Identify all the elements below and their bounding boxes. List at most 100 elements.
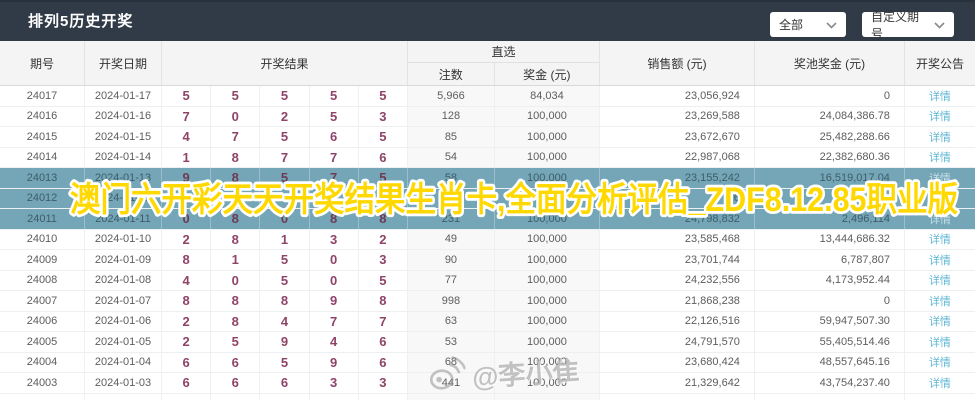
detail-link[interactable]: 详情 xyxy=(928,234,951,247)
topbar: 排列5历史开奖 全部 自定义期号 xyxy=(0,0,975,41)
sales-cell: 24,232,556 xyxy=(600,270,755,290)
pool-cell xyxy=(755,188,905,208)
detail-link[interactable]: 详情 xyxy=(928,152,951,165)
empty-cell xyxy=(407,393,495,400)
pool-cell: 6,787,807 xyxy=(755,250,905,270)
result-digit: 6 xyxy=(359,332,408,352)
result-digit: 5 xyxy=(260,86,310,106)
result-digit: 1 xyxy=(260,229,310,249)
filter-dropdown-all[interactable]: 全部 xyxy=(770,12,846,37)
table-row: 24011 2024-01-11 0 8 0 8 8 231 100,000 24,798,832… xyxy=(0,209,975,230)
result-digit: 8 xyxy=(162,250,212,270)
result-digit: 0 xyxy=(211,106,261,126)
result-digit: 2 xyxy=(359,229,408,249)
table-row: 24016 2024-01-16 7 0 2 5 3 128 100,000 23,269,588… xyxy=(0,106,975,127)
detail-link[interactable]: 详情 xyxy=(928,295,951,308)
sales-cell: 23,701,744 xyxy=(600,250,755,270)
result-digit: 6 xyxy=(162,373,212,393)
pool-cell: 22,382,680.36 xyxy=(755,147,905,167)
result-digit: 5 xyxy=(310,86,359,106)
prize-cell: 84,034 xyxy=(494,86,600,106)
period-cell: 24004 xyxy=(0,352,85,372)
detail-link[interactable]: 详情 xyxy=(928,316,951,329)
empty-cell xyxy=(211,393,261,400)
pool-cell: 2,496,114 xyxy=(755,209,905,229)
detail-link[interactable]: 详情 xyxy=(928,111,951,124)
result-digit: 3 xyxy=(359,106,408,126)
prize-cell: 100,000 xyxy=(494,270,600,290)
column-header-date: 开奖日期 xyxy=(85,41,162,85)
column-header-period: 期号 xyxy=(0,41,85,85)
result-digit: 5 xyxy=(359,168,408,188)
date-cell: 2024-01-13 xyxy=(85,168,162,188)
prize-cell: 100,000 xyxy=(494,127,600,147)
bets-cell: 85 xyxy=(407,127,495,147)
result-digit: 8 xyxy=(211,311,261,331)
result-digit: 7 xyxy=(162,106,212,126)
notice-cell: 详情 xyxy=(905,86,975,106)
notice-cell: 详情 xyxy=(905,209,975,229)
detail-link[interactable]: 详情 xyxy=(928,254,951,267)
detail-link[interactable]: 详情 xyxy=(928,275,951,288)
table-row: 24013 2024-01-13 9 8 5 7 5 58 100,000 23,155,242 1… xyxy=(0,168,975,189)
result-digit: 8 xyxy=(310,209,359,229)
date-cell: 2024-01-08 xyxy=(85,270,162,290)
period-cell: 24006 xyxy=(0,311,85,331)
period-cell: 24003 xyxy=(0,373,85,393)
period-cell: 24013 xyxy=(0,168,85,188)
detail-link[interactable]: 详情 xyxy=(928,377,951,390)
date-cell: 2024-01-12 xyxy=(85,188,162,208)
sales-cell: 22,987,068 xyxy=(600,147,755,167)
empty-cell xyxy=(162,393,212,400)
bets-cell: 49 xyxy=(407,229,495,249)
result-digit: 2 xyxy=(260,106,310,126)
column-header-prize: 奖金 (元) xyxy=(523,67,571,82)
result-digit: 6 xyxy=(211,352,261,372)
prize-cell: 100,000 xyxy=(494,250,600,270)
result-digit: 3 xyxy=(359,250,408,270)
table-row: 24015 2024-01-15 4 7 5 6 5 85 100,000 23,672,670 2… xyxy=(0,127,975,148)
sales-cell: 23,680,424 xyxy=(600,352,755,372)
prize-cell: 100,000 xyxy=(494,373,600,393)
result-digit: 7 xyxy=(310,311,359,331)
result-digit: 5 xyxy=(310,106,359,126)
detail-link[interactable]: 详情 xyxy=(928,213,951,226)
table-row: 24012 2024-01-12 26 详情 xyxy=(0,188,975,209)
result-digit: 3 xyxy=(310,373,359,393)
result-digit: 6 xyxy=(211,373,261,393)
result-digit xyxy=(310,188,359,208)
detail-link[interactable]: 详情 xyxy=(928,90,951,103)
notice-cell: 详情 xyxy=(905,373,975,393)
result-digit: 8 xyxy=(359,209,408,229)
period-cell: 24017 xyxy=(0,86,85,106)
detail-link[interactable]: 详情 xyxy=(928,336,951,349)
pool-cell: 13,444,686.32 xyxy=(755,229,905,249)
pool-cell: 24,084,386.78 xyxy=(755,106,905,126)
detail-link[interactable]: 详情 xyxy=(928,131,951,144)
result-digit: 5 xyxy=(359,127,408,147)
result-digit: 8 xyxy=(260,291,310,311)
result-digit xyxy=(211,188,261,208)
result-digit: 5 xyxy=(260,352,310,372)
table-row: 24007 2024-01-07 8 8 8 9 8 998 100,000 21,868,238… xyxy=(0,291,975,312)
date-cell: 2024-01-14 xyxy=(85,147,162,167)
date-cell: 2024-01-04 xyxy=(85,352,162,372)
period-cell: 24016 xyxy=(0,106,85,126)
bets-cell: 5,966 xyxy=(407,86,495,106)
result-digit: 4 xyxy=(162,127,212,147)
result-digit: 0 xyxy=(310,250,359,270)
date-cell: 2024-01-06 xyxy=(85,311,162,331)
detail-link[interactable]: 详情 xyxy=(928,357,951,370)
dropdown-label: 自定义期号 xyxy=(871,9,920,41)
table-header: 期号 开奖日期 开奖结果 直选 注数 奖金 (元) 销售额 (元) 奖池奖金 (… xyxy=(0,41,975,86)
date-cell: 2024-01-17 xyxy=(85,86,162,106)
result-digit: 8 xyxy=(359,291,408,311)
sales-cell: 26 xyxy=(600,188,755,208)
sales-cell: 23,672,670 xyxy=(600,127,755,147)
detail-link[interactable]: 详情 xyxy=(928,172,951,185)
date-cell: 2024-01-05 xyxy=(85,332,162,352)
period-cell: 24012 xyxy=(0,188,85,208)
detail-link[interactable]: 详情 xyxy=(928,193,951,206)
result-digit: 9 xyxy=(310,291,359,311)
filter-dropdown-custom-period[interactable]: 自定义期号 xyxy=(862,10,954,41)
